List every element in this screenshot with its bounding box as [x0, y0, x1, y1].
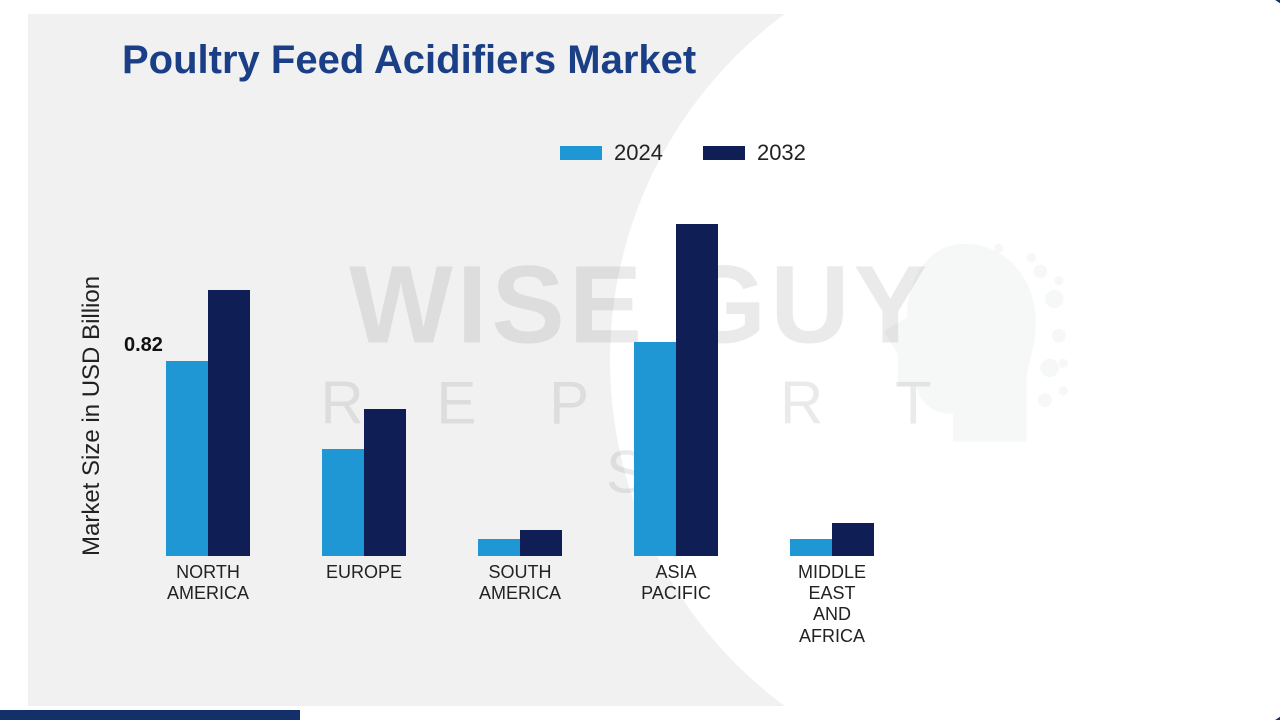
- bar-group: EUROPE: [286, 409, 442, 556]
- legend-item: 2032: [703, 140, 806, 166]
- bar-series-b: [832, 523, 874, 556]
- bar-pair: [790, 523, 874, 556]
- bar-series-a: [166, 361, 208, 556]
- bar-series-a: [790, 539, 832, 556]
- legend-label: 2024: [614, 140, 663, 166]
- category-label: EUROPE: [284, 562, 444, 583]
- bar-group: ASIA PACIFIC: [598, 224, 754, 557]
- chart-legend: 2024 2032: [560, 140, 806, 166]
- bar-group: MIDDLE EAST AND AFRICA: [754, 523, 910, 556]
- bar-pair: [478, 530, 562, 556]
- bar-series-a: [634, 342, 676, 556]
- page-title: Poultry Feed Acidifiers Market: [122, 38, 696, 83]
- bar-group: SOUTH AMERICA: [442, 530, 598, 556]
- legend-swatch-icon: [560, 146, 602, 160]
- legend-swatch-icon: [703, 146, 745, 160]
- legend-label: 2032: [757, 140, 806, 166]
- bar-pair: [166, 290, 250, 556]
- bar-chart: 0.82NORTH AMERICAEUROPESOUTH AMERICAASIA…: [120, 176, 920, 556]
- legend-item: 2024: [560, 140, 663, 166]
- category-label: NORTH AMERICA: [128, 562, 288, 604]
- bar-series-b: [364, 409, 406, 556]
- bar-series-b: [520, 530, 562, 556]
- brand-line2: R E P O R T S: [1007, 141, 1240, 159]
- bar-groups: 0.82NORTH AMERICAEUROPESOUTH AMERICAASIA…: [120, 176, 920, 556]
- category-label: MIDDLE EAST AND AFRICA: [752, 562, 912, 647]
- category-label: ASIA PACIFIC: [596, 562, 756, 604]
- brand-head-icon: [1190, 28, 1268, 106]
- category-label: SOUTH AMERICA: [440, 562, 600, 604]
- bar-value-label: 0.82: [124, 334, 163, 357]
- bar-series-b: [208, 290, 250, 556]
- y-axis-label: Market Size in USD Billion: [78, 276, 106, 556]
- bar-pair: [634, 224, 718, 557]
- bar-series-b: [676, 224, 718, 557]
- bar-series-a: [478, 539, 520, 556]
- chart-canvas: WISE GUY R E P O R T S Poultry Feed Acid…: [0, 0, 1280, 720]
- bar-series-a: [322, 449, 364, 556]
- bar-group: 0.82NORTH AMERICA: [130, 290, 286, 556]
- bottom-accent-bar: [0, 710, 300, 720]
- bar-pair: [322, 409, 406, 556]
